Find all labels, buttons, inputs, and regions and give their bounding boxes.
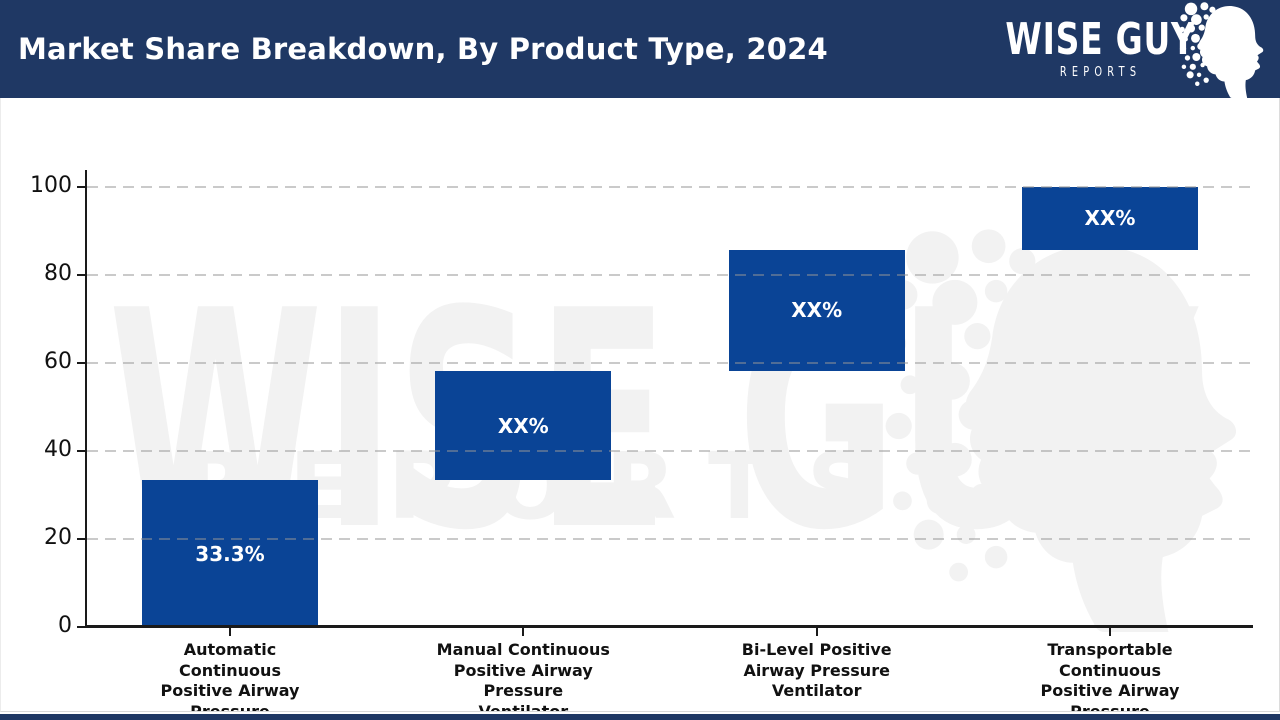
bar-segment: XX%	[728, 249, 905, 371]
watermark-head-icon	[883, 229, 1237, 632]
y-tick	[77, 538, 85, 540]
bar-segment: XX%	[435, 370, 612, 481]
bar-value-label: XX%	[1084, 206, 1136, 231]
category-label: Automatic Continuous Positive Airway Pre…	[160, 640, 300, 712]
y-tick-label: 0	[58, 613, 72, 638]
x-tick	[229, 628, 231, 636]
bar-value-label: XX%	[791, 298, 843, 323]
x-tick	[1109, 628, 1111, 636]
gridline	[87, 186, 1253, 188]
category-label: Manual Continuous Positive Airway Pressu…	[436, 640, 610, 712]
chart-area: WISE GUY REPORTS 0 20 40 60 80 100 33.3% XX% XX%…	[0, 98, 1280, 712]
bar-value-label: 33.3%	[195, 541, 265, 566]
y-tick	[77, 626, 85, 628]
bar-segment: 33.3%	[142, 480, 318, 627]
plot-area: WISE GUY REPORTS 0 20 40 60 80 100 33.3% XX% XX%…	[1, 98, 1279, 712]
x-tick	[815, 628, 818, 636]
footer-bar	[0, 714, 1280, 720]
y-tick-label: 60	[44, 349, 72, 374]
category-label: Transportable Continuous Positive Airway…	[1040, 640, 1180, 712]
bar-value-label: XX%	[497, 413, 549, 438]
y-tick	[77, 274, 85, 276]
y-tick-label: 40	[44, 437, 72, 462]
brand-wordmark-sub: REPORTS	[1060, 65, 1142, 80]
gridline	[87, 450, 1253, 452]
brand-wordmark-main: WISE GUY	[1005, 14, 1196, 65]
gridline	[87, 538, 1253, 540]
y-tick-label: 100	[30, 173, 72, 198]
brand-logo: WISE GUY REPORTS	[942, 0, 1280, 98]
page-title: Market Share Breakdown, By Product Type,…	[18, 32, 828, 66]
y-tick	[77, 362, 85, 364]
x-axis	[85, 625, 1253, 628]
category-label: Bi-Level Positive Airway Pressure Ventil…	[741, 640, 892, 700]
bar-segment: XX%	[1022, 187, 1198, 250]
gridline	[87, 362, 1253, 364]
y-tick-label: 20	[44, 525, 72, 550]
x-tick	[522, 628, 525, 636]
y-tick-label: 80	[44, 261, 72, 286]
y-axis	[85, 170, 87, 628]
y-tick	[77, 450, 85, 452]
header: Market Share Breakdown, By Product Type,…	[0, 0, 1280, 98]
gridline	[87, 274, 1253, 276]
brand-wordmark: WISE GUY REPORTS	[1005, 14, 1196, 81]
y-tick	[77, 186, 85, 188]
